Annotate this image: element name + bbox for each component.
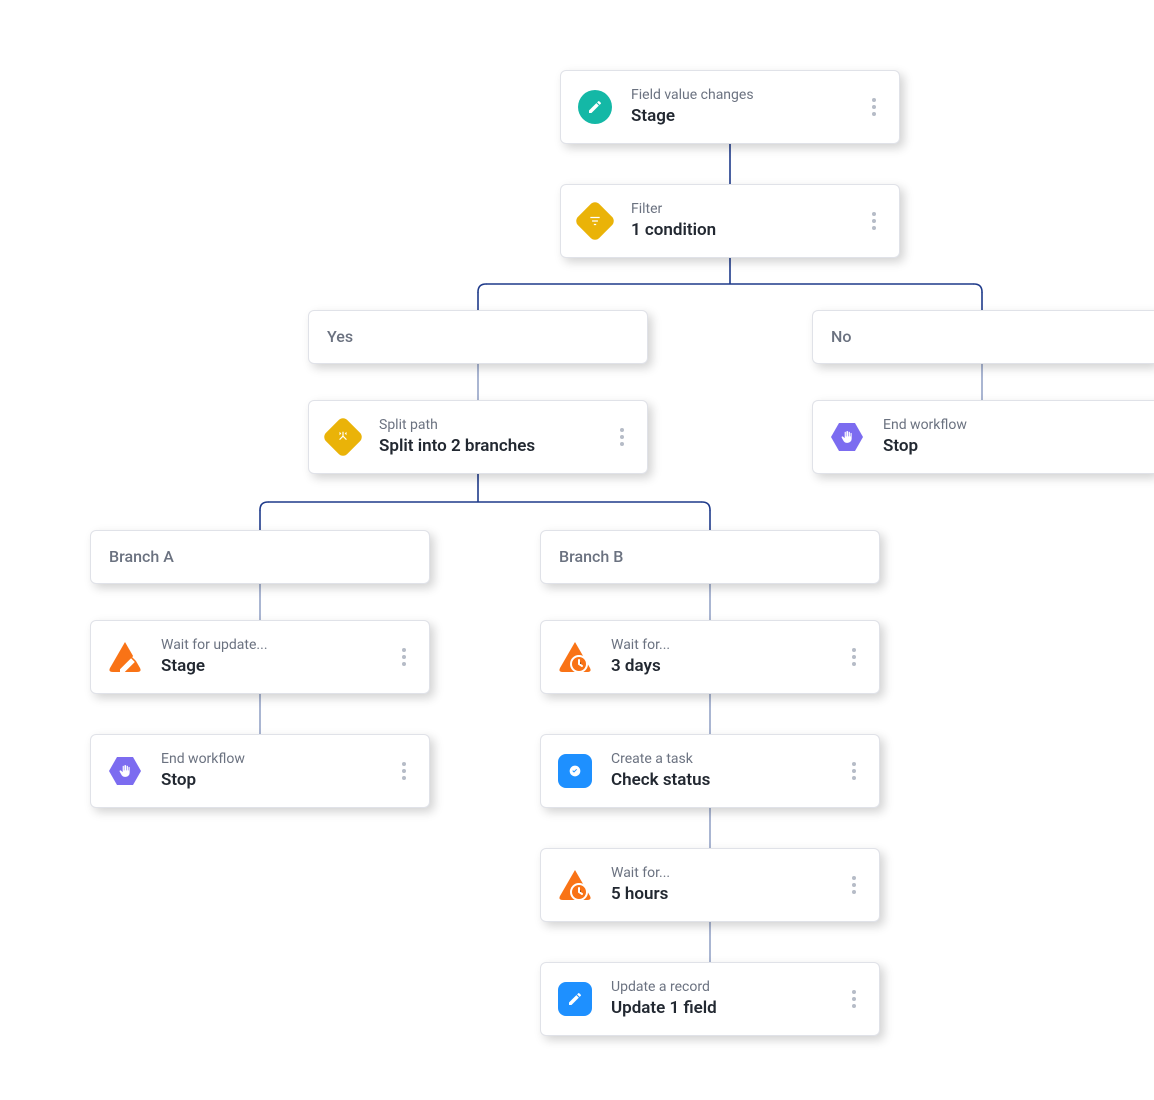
node-subtitle: Update a record — [611, 979, 837, 997]
branch-label-text: Branch B — [559, 547, 623, 566]
node-subtitle: Filter — [631, 201, 857, 219]
more-menu-icon[interactable] — [395, 762, 413, 780]
branch-label-branch_a_label[interactable]: Branch A — [90, 530, 430, 584]
filter-icon — [577, 203, 613, 239]
pencil-icon — [557, 981, 593, 1017]
node-title: Update 1 field — [611, 998, 837, 1019]
node-subtitle: Wait for... — [611, 865, 837, 883]
workflow-node-split[interactable]: Split pathSplit into 2 branches — [308, 400, 648, 474]
node-subtitle: Field value changes — [631, 87, 857, 105]
node-title: Check status — [611, 770, 837, 791]
workflow-node-no_stop[interactable]: End workflowStop — [812, 400, 1154, 474]
node-text: Wait for...3 days — [611, 637, 837, 678]
node-title: 5 hours — [611, 884, 837, 905]
node-text: Filter1 condition — [631, 201, 857, 242]
node-subtitle: Wait for... — [611, 637, 837, 655]
node-subtitle: Create a task — [611, 751, 837, 769]
node-subtitle: End workflow — [883, 417, 1138, 435]
more-menu-icon[interactable] — [395, 648, 413, 666]
pencil-icon — [577, 89, 613, 125]
workflow-node-b_update[interactable]: Update a recordUpdate 1 field — [540, 962, 880, 1036]
more-menu-icon[interactable] — [865, 212, 883, 230]
more-menu-icon[interactable] — [845, 762, 863, 780]
workflow-node-b_wait2[interactable]: Wait for...5 hours — [540, 848, 880, 922]
workflow-node-trigger[interactable]: Field value changesStage — [560, 70, 900, 144]
hand-icon — [107, 753, 143, 789]
more-menu-icon[interactable] — [845, 876, 863, 894]
branch-label-text: Branch A — [109, 547, 174, 566]
workflow-canvas: Field value changesStageFilter1 conditio… — [0, 0, 1154, 1100]
clock-icon — [557, 867, 593, 903]
more-menu-icon[interactable] — [613, 428, 631, 446]
node-text: Update a recordUpdate 1 field — [611, 979, 837, 1020]
branch-label-text: Yes — [327, 327, 353, 346]
node-text: End workflowStop — [161, 751, 387, 792]
hand-icon — [829, 419, 865, 455]
workflow-node-filter[interactable]: Filter1 condition — [560, 184, 900, 258]
node-title: Split into 2 branches — [379, 436, 605, 457]
node-subtitle: Split path — [379, 417, 605, 435]
node-text: Split pathSplit into 2 branches — [379, 417, 605, 458]
node-subtitle: End workflow — [161, 751, 387, 769]
node-subtitle: Wait for update... — [161, 637, 387, 655]
node-title: 1 condition — [631, 220, 857, 241]
node-text: Wait for update...Stage — [161, 637, 387, 678]
branch-label-no_label[interactable]: No — [812, 310, 1154, 364]
workflow-node-a_stop[interactable]: End workflowStop — [90, 734, 430, 808]
more-menu-icon[interactable] — [865, 98, 883, 116]
node-title: Stage — [161, 656, 387, 677]
node-text: End workflowStop — [883, 417, 1138, 458]
node-title: Stage — [631, 106, 857, 127]
node-title: Stop — [161, 770, 387, 791]
check-circle-icon — [557, 753, 593, 789]
branch-label-branch_b_label[interactable]: Branch B — [540, 530, 880, 584]
node-text: Field value changesStage — [631, 87, 857, 128]
more-menu-icon[interactable] — [845, 990, 863, 1008]
node-text: Wait for...5 hours — [611, 865, 837, 906]
more-menu-icon[interactable] — [845, 648, 863, 666]
workflow-node-a_wait[interactable]: Wait for update...Stage — [90, 620, 430, 694]
node-title: Stop — [883, 436, 1138, 457]
clock-icon — [557, 639, 593, 675]
branch-label-yes_label[interactable]: Yes — [308, 310, 648, 364]
node-text: Create a taskCheck status — [611, 751, 837, 792]
node-title: 3 days — [611, 656, 837, 677]
workflow-node-b_wait1[interactable]: Wait for...3 days — [540, 620, 880, 694]
split-icon — [325, 419, 361, 455]
pencil-icon — [107, 639, 143, 675]
branch-label-text: No — [831, 327, 851, 346]
workflow-node-b_task[interactable]: Create a taskCheck status — [540, 734, 880, 808]
